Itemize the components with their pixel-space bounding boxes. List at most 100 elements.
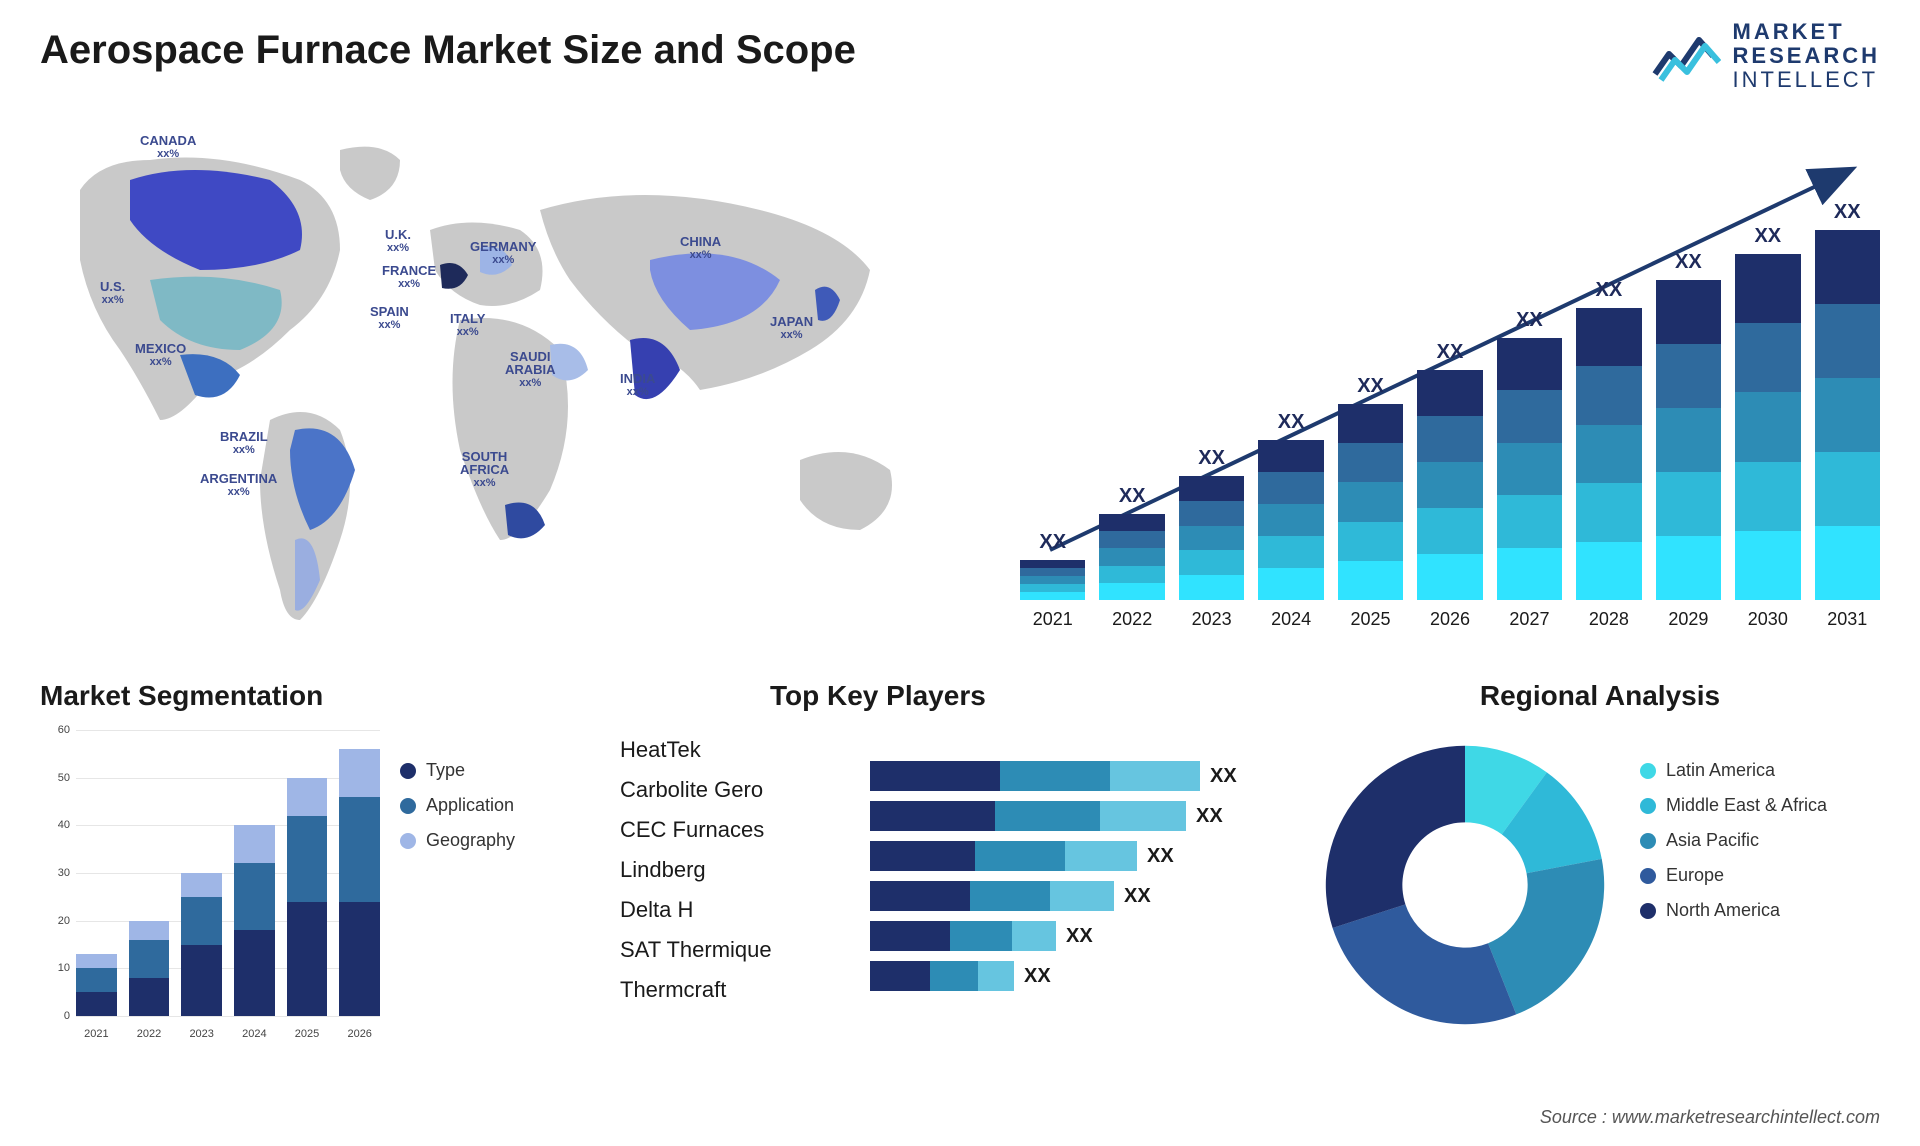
legend-label: Asia Pacific — [1666, 830, 1759, 851]
player-name: Delta H — [620, 890, 772, 930]
regional-panel: Regional Analysis Latin AmericaMiddle Ea… — [1320, 680, 1880, 712]
legend-item: Latin America — [1640, 760, 1827, 781]
player-bar-label: XX — [1196, 805, 1223, 828]
logo-text-2: RESEARCH — [1733, 44, 1880, 68]
map-label: ARGENTINAxx% — [200, 472, 277, 498]
legend-swatch — [1640, 833, 1656, 849]
legend-swatch — [1640, 903, 1656, 919]
world-map-svg — [40, 120, 940, 640]
map-label: U.S.xx% — [100, 280, 125, 306]
player-bar-row: XX — [870, 756, 1250, 796]
growth-bar: XX — [1656, 251, 1721, 600]
growth-bar-label: XX — [1278, 411, 1305, 434]
seg-ytick: 50 — [58, 772, 70, 784]
seg-bar — [129, 921, 170, 1016]
player-bar-row: XX — [870, 876, 1250, 916]
seg-ytick: 0 — [64, 1010, 70, 1022]
map-label: SPAINxx% — [370, 305, 409, 331]
world-map: CANADAxx% U.S.xx% MEXICOxx% BRAZILxx% ARGENT… — [40, 120, 940, 640]
seg-year-label: 2021 — [76, 1028, 117, 1040]
growth-year-label: 2023 — [1179, 609, 1244, 630]
seg-bar — [234, 825, 275, 1016]
map-label: SOUTHAFRICAxx% — [460, 450, 509, 489]
seg-year-label: 2026 — [339, 1028, 380, 1040]
legend-item: Asia Pacific — [1640, 830, 1827, 851]
growth-bar: XX — [1338, 375, 1403, 600]
legend-label: Type — [426, 760, 465, 781]
map-label: MEXICOxx% — [135, 342, 186, 368]
legend-swatch — [400, 798, 416, 814]
donut-slice — [1326, 746, 1465, 928]
seg-bar — [76, 954, 117, 1016]
growth-bar: XX — [1099, 485, 1164, 600]
growth-bar: XX — [1179, 447, 1244, 600]
player-bar-label: XX — [1124, 885, 1151, 908]
growth-year-label: 2025 — [1338, 609, 1403, 630]
player-name: Carbolite Gero — [620, 770, 772, 810]
source-attribution: Source : www.marketresearchintellect.com — [1540, 1107, 1880, 1128]
segmentation-legend: Type Application Geography — [400, 760, 515, 865]
legend-label: Middle East & Africa — [1666, 795, 1827, 816]
players-title: Top Key Players — [770, 680, 1260, 712]
growth-bar: XX — [1497, 309, 1562, 600]
map-label: GERMANYxx% — [470, 240, 536, 266]
logo-icon — [1651, 26, 1721, 86]
brand-logo: MARKET RESEARCH INTELLECT — [1651, 20, 1880, 93]
player-name: CEC Furnaces — [620, 810, 772, 850]
growth-year-label: 2031 — [1815, 609, 1880, 630]
player-name: HeatTek — [620, 730, 772, 770]
seg-year-label: 2023 — [181, 1028, 222, 1040]
player-bar-label: XX — [1147, 845, 1174, 868]
growth-year-label: 2027 — [1497, 609, 1562, 630]
growth-bar: XX — [1020, 531, 1085, 600]
seg-bar — [181, 873, 222, 1016]
players-list: HeatTekCarbolite GeroCEC FurnacesLindber… — [620, 730, 772, 1010]
map-label: INDIAxx% — [620, 372, 655, 398]
map-label: ITALYxx% — [450, 312, 485, 338]
legend-item: Application — [400, 795, 515, 816]
seg-bar — [339, 749, 380, 1016]
seg-bar — [287, 778, 328, 1016]
player-bar-row: XX — [870, 796, 1250, 836]
player-bar-row: XX — [870, 916, 1250, 956]
players-bars: XX XX XX XX XX XX — [870, 756, 1250, 996]
seg-ytick: 20 — [58, 915, 70, 927]
regional-title: Regional Analysis — [1320, 680, 1880, 712]
legend-label: Application — [426, 795, 514, 816]
legend-item: Europe — [1640, 865, 1827, 886]
seg-ytick: 30 — [58, 867, 70, 879]
legend-swatch — [400, 833, 416, 849]
legend-item: Geography — [400, 830, 515, 851]
growth-year-label: 2021 — [1020, 609, 1085, 630]
growth-bar-label: XX — [1357, 375, 1384, 398]
legend-swatch — [1640, 763, 1656, 779]
growth-bar: XX — [1258, 411, 1323, 600]
seg-ytick: 40 — [58, 819, 70, 831]
growth-year-label: 2028 — [1576, 609, 1641, 630]
growth-year-label: 2029 — [1656, 609, 1721, 630]
map-label: BRAZILxx% — [220, 430, 268, 456]
logo-text-3: INTELLECT — [1733, 68, 1880, 92]
player-name: Thermcraft — [620, 970, 772, 1010]
key-players-panel: Top Key Players HeatTekCarbolite GeroCEC… — [620, 680, 1260, 712]
legend-swatch — [1640, 798, 1656, 814]
player-name: Lindberg — [620, 850, 772, 890]
legend-item: Middle East & Africa — [1640, 795, 1827, 816]
growth-bar: XX — [1417, 341, 1482, 600]
growth-bar-label: XX — [1119, 485, 1146, 508]
seg-year-label: 2022 — [129, 1028, 170, 1040]
segmentation-title: Market Segmentation — [40, 680, 560, 712]
legend-label: Latin America — [1666, 760, 1775, 781]
growth-year-label: 2022 — [1099, 609, 1164, 630]
seg-year-label: 2025 — [287, 1028, 328, 1040]
growth-bar-label: XX — [1437, 341, 1464, 364]
segmentation-chart: 0102030405060 202120222023202420252026 — [40, 730, 380, 1040]
player-bar-label: XX — [1066, 925, 1093, 948]
legend-item: North America — [1640, 900, 1827, 921]
player-bar-label: XX — [1024, 965, 1051, 988]
growth-bar-label: XX — [1754, 225, 1781, 248]
growth-bar: XX — [1815, 201, 1880, 600]
seg-ytick: 60 — [58, 724, 70, 736]
map-label: CANADAxx% — [140, 134, 196, 160]
legend-label: Europe — [1666, 865, 1724, 886]
